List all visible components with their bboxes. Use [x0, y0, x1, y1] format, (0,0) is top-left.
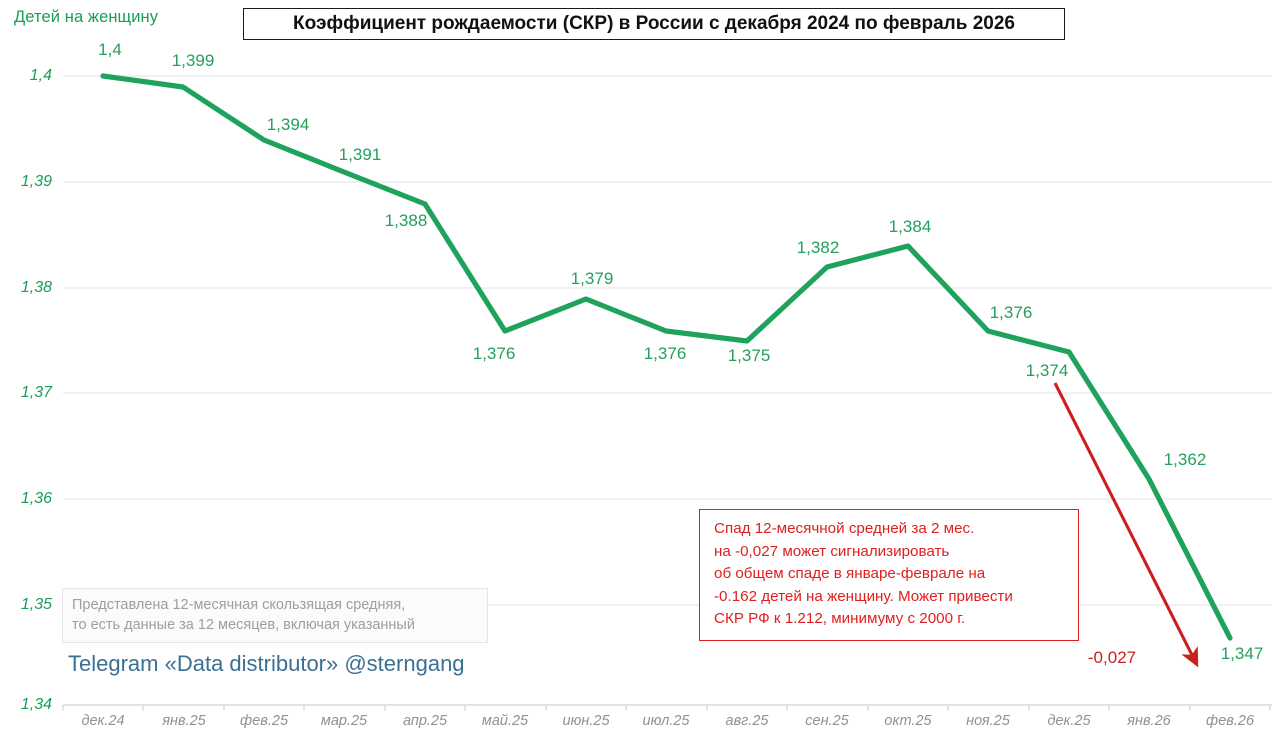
data-label: 1,379 — [570, 269, 614, 288]
y-tick-label: 1,36 — [20, 490, 52, 507]
x-tick-label: окт.25 — [884, 713, 932, 729]
data-label: 1,347 — [1220, 644, 1264, 663]
trend-arrow — [1053, 382, 1199, 668]
x-axis — [62, 704, 1272, 711]
annotation-line-1: Спад 12-месячной средней за 2 мес. — [714, 520, 975, 537]
data-label: 1,362 — [1163, 450, 1207, 469]
data-label: 1,384 — [888, 217, 932, 236]
x-tick-label: ноя.25 — [966, 713, 1010, 729]
annotation-line-2: на -0,027 может сигнализировать — [714, 542, 950, 560]
x-tick-label: авг.25 — [725, 713, 769, 729]
data-label: 1,4 — [98, 40, 122, 59]
x-tick-label: фев.25 — [239, 713, 289, 729]
x-tick-label: мар.25 — [320, 713, 368, 729]
series-line-tfr — [100, 73, 1233, 641]
data-label: 1,391 — [338, 145, 382, 164]
x-tick-label: фев.26 — [1205, 713, 1255, 729]
y-tick-label: 1,38 — [20, 279, 52, 296]
note-line-2: то есть данные за 12 месяцев, включая ук… — [72, 617, 415, 633]
annotation-line-4: -0.162 детей на женщину. Может привести — [714, 587, 1013, 605]
forecast-annotation-box: Спад 12-месячной средней за 2 мес. на -0… — [699, 509, 1079, 641]
x-tick-label: июн.25 — [562, 713, 610, 729]
y-tick-label: 1,4 — [29, 67, 52, 84]
data-label: 1,374 — [1025, 361, 1069, 380]
annotation-line-3: об общем спаде в январе-феврале на — [714, 565, 986, 582]
telegram-credit[interactable]: Telegram «Data distributor» @sterngang — [68, 651, 465, 676]
data-label: 1,382 — [796, 238, 840, 257]
gridlines — [63, 75, 1272, 606]
x-tick-label: янв.26 — [1127, 713, 1171, 729]
data-label: 1,399 — [171, 51, 215, 70]
x-tick-label: янв.25 — [162, 713, 206, 729]
methodology-note: Представлена 12-месячная скользящая сред… — [62, 588, 488, 643]
note-line-1: Представлена 12-месячная скользящая сред… — [72, 597, 406, 613]
x-tick-label: сен.25 — [805, 713, 849, 729]
x-tick-label: июл.25 — [642, 713, 690, 729]
y-tick-label: 1,39 — [20, 173, 52, 190]
delta-label: -0,027 — [1087, 648, 1137, 667]
x-tick-label: апр.25 — [402, 713, 448, 729]
data-label: 1,388 — [384, 211, 428, 230]
data-label: 1,375 — [727, 346, 771, 365]
data-label: 1,376 — [989, 303, 1033, 322]
x-tick-label: май.25 — [481, 713, 529, 729]
y-tick-label: 1,34 — [20, 696, 52, 713]
y-axis-title: Детей на женщину — [14, 8, 159, 26]
y-tick-label: 1,37 — [20, 384, 52, 401]
chart-title: Коэффициент рождаемости (СКР) в России с… — [243, 8, 1065, 40]
x-tick-label: дек.24 — [81, 713, 125, 729]
annotation-line-5: СКР РФ к 1.212, минимуму с 2000 г. — [714, 610, 966, 627]
data-label: 1,376 — [643, 344, 687, 363]
x-tick-label: дек.25 — [1047, 713, 1091, 729]
data-label: 1,376 — [472, 344, 516, 363]
y-tick-label: 1,35 — [20, 596, 52, 613]
data-label: 1,394 — [266, 115, 310, 134]
